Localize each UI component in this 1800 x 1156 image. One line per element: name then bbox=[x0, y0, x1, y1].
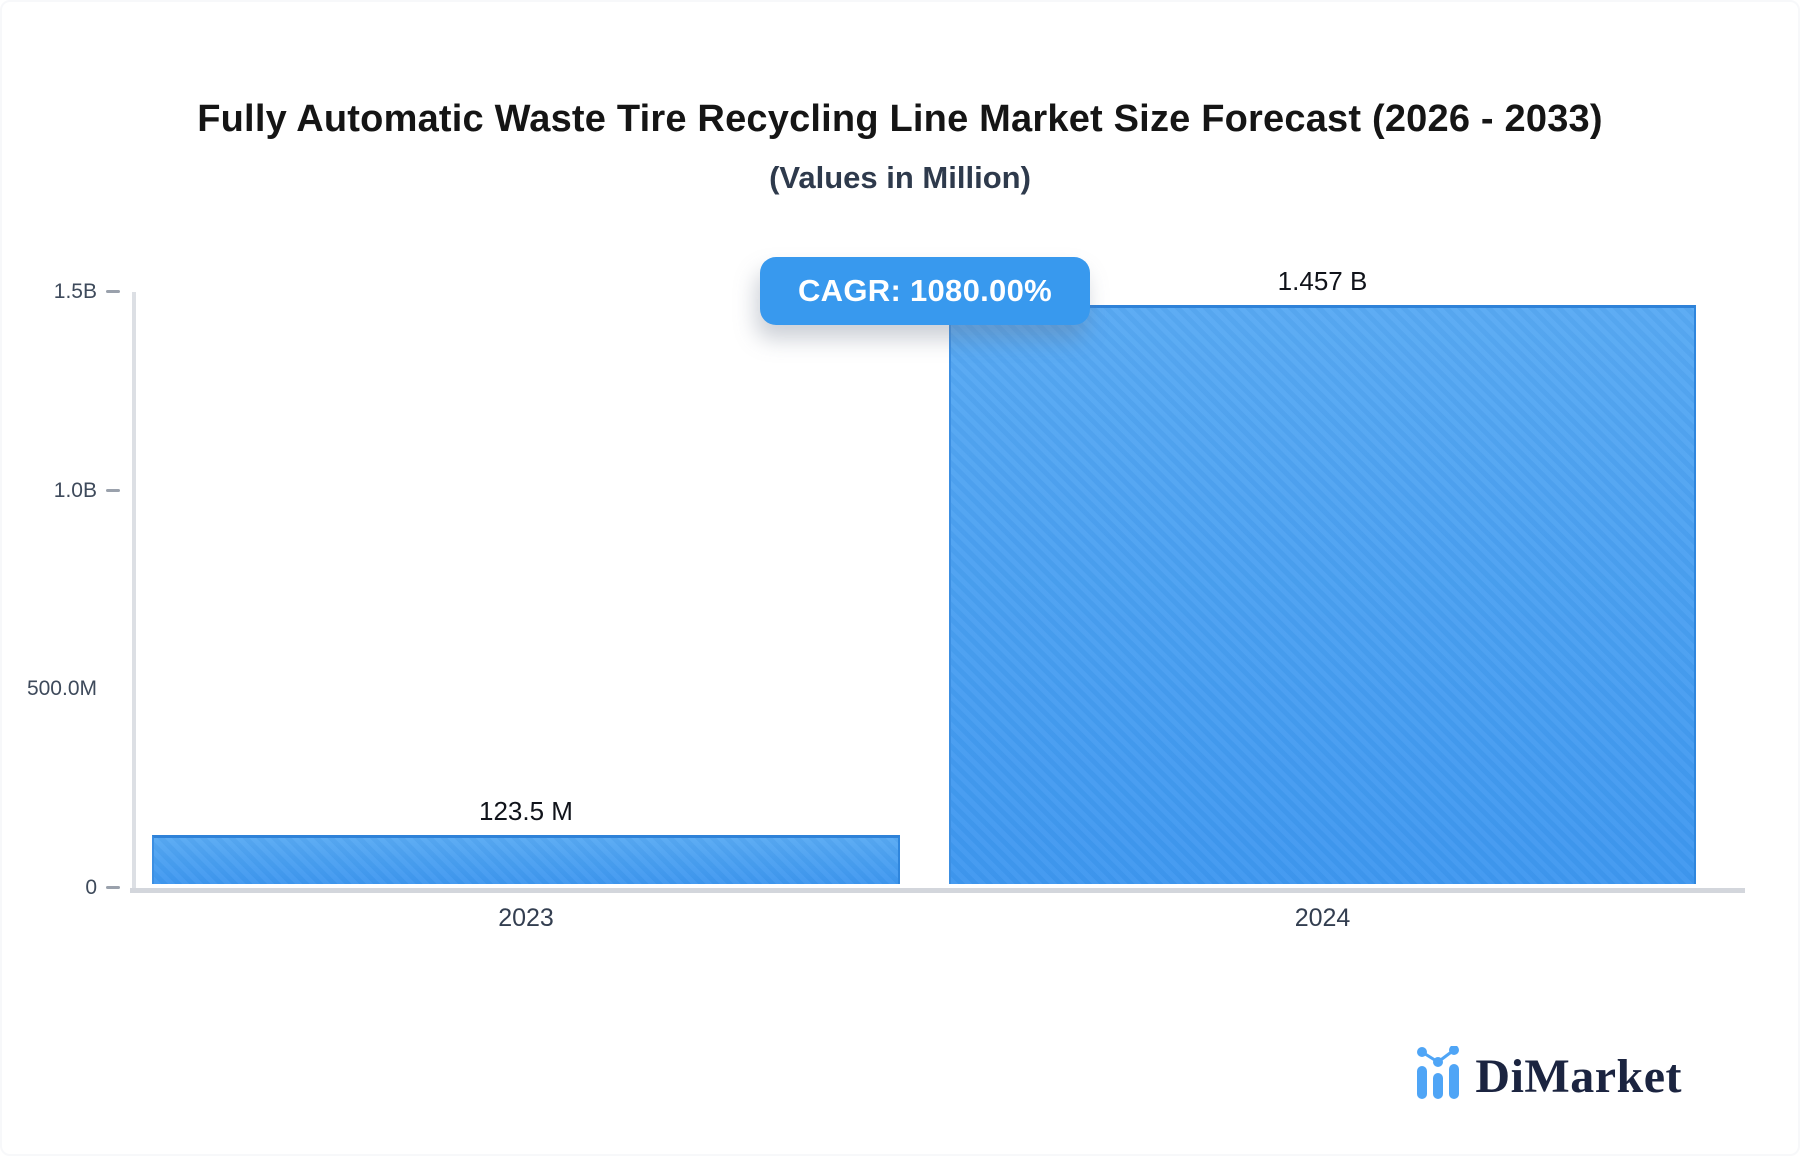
bar-value-label: 1.457 B bbox=[1277, 266, 1368, 296]
bar-2024[interactable] bbox=[949, 305, 1696, 884]
bar-chart-logo-icon bbox=[1417, 1046, 1460, 1099]
y-axis-tick-mark bbox=[106, 290, 120, 293]
brand-logo-text: DiMarket bbox=[1475, 1050, 1682, 1103]
x-axis-line bbox=[130, 888, 1745, 893]
y-axis-line bbox=[132, 292, 136, 890]
y-axis-tick-label: 0 bbox=[85, 876, 97, 899]
y-axis-tick-label: 500.0M bbox=[26, 677, 97, 701]
cagr-badge-label: CAGR: 1080.00% bbox=[797, 273, 1053, 308]
y-axis-tick-mark bbox=[106, 488, 120, 492]
y-axis-tick-label: 1.0B bbox=[53, 478, 97, 502]
bar-value-label: 123.5 M bbox=[479, 796, 573, 826]
brand-logo: DiMarket bbox=[1416, 1046, 1682, 1103]
cagr-badge: CAGR: 1080.00% bbox=[760, 257, 1090, 325]
chart-subtitle: (Values in Million) bbox=[769, 160, 1031, 195]
y-axis-tick-label: 1.5B bbox=[53, 280, 97, 303]
y-axis-tick-mark bbox=[106, 886, 120, 889]
x-axis-label-2023: 2023 bbox=[498, 904, 554, 932]
bar-2023[interactable] bbox=[152, 835, 900, 884]
x-axis-label-2024: 2024 bbox=[1294, 904, 1351, 932]
chart-title: Fully Automatic Waste Tire Recycling Lin… bbox=[197, 98, 1603, 140]
